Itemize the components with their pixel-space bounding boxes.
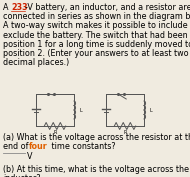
Text: A: A: [3, 3, 11, 12]
Text: four: four: [29, 142, 48, 151]
Text: V: V: [27, 152, 32, 161]
Text: decimal places.): decimal places.): [3, 58, 69, 67]
Text: L: L: [149, 107, 152, 113]
Text: end of: end of: [3, 142, 31, 151]
Text: -V battery, an inductor, and a resistor are: -V battery, an inductor, and a resistor …: [25, 3, 190, 12]
Text: position 1 for a long time is suddenly moved to: position 1 for a long time is suddenly m…: [3, 40, 190, 49]
Text: position 2. (Enter your answers to at least two: position 2. (Enter your answers to at le…: [3, 49, 189, 58]
Text: inductor?: inductor?: [3, 174, 41, 177]
Text: A two-way switch makes it possible to include or: A two-way switch makes it possible to in…: [3, 21, 190, 30]
Text: R: R: [53, 130, 57, 135]
Text: exclude the battery. The switch that had been in: exclude the battery. The switch that had…: [3, 31, 190, 40]
Text: R: R: [123, 130, 127, 135]
Text: L: L: [79, 107, 82, 113]
Text: (b) At this time, what is the voltage across the: (b) At this time, what is the voltage ac…: [3, 165, 189, 174]
Text: 233: 233: [11, 3, 28, 12]
Text: time constants?: time constants?: [49, 142, 116, 151]
Text: (a) What is the voltage across the resistor at the: (a) What is the voltage across the resis…: [3, 133, 190, 142]
Text: connected in series as shown in the diagram below.: connected in series as shown in the diag…: [3, 12, 190, 21]
